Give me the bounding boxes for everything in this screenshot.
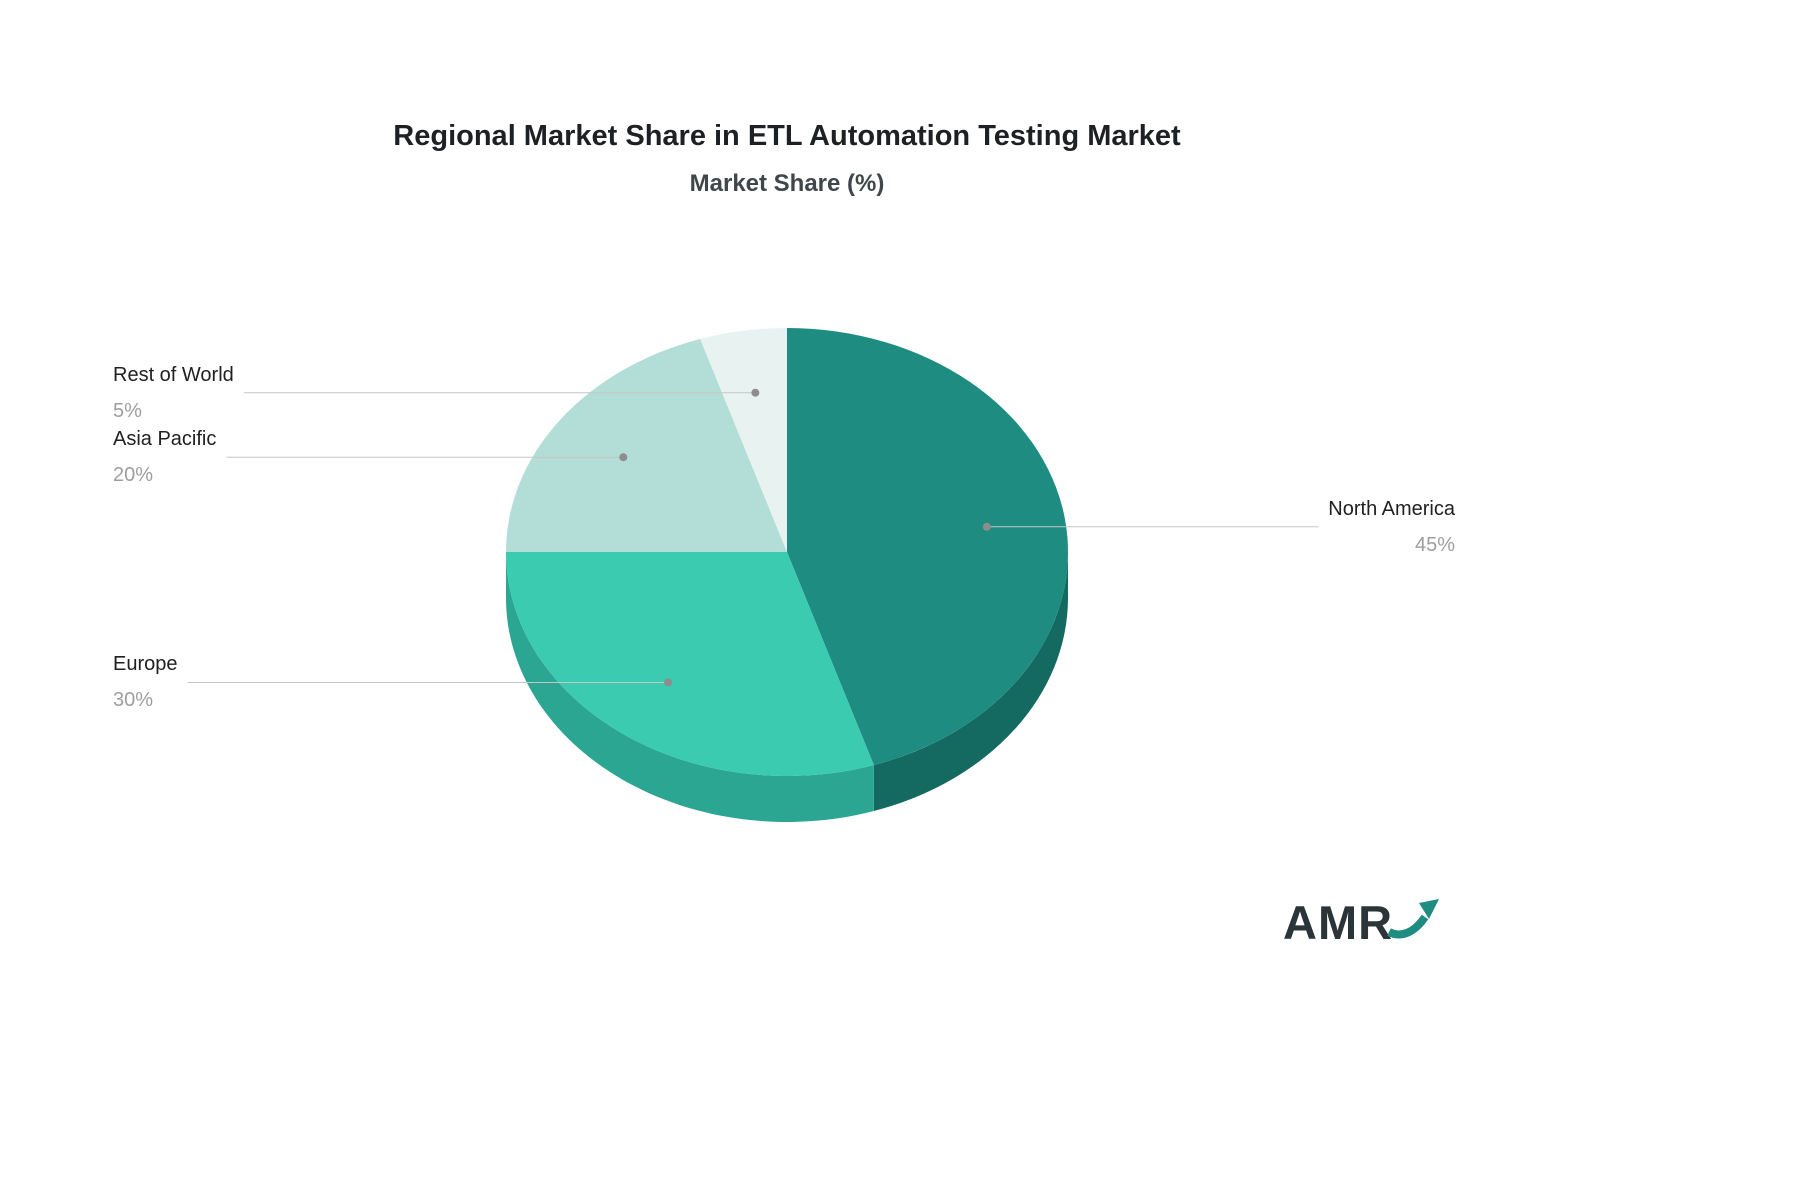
leader-dot-north-america (982, 522, 991, 531)
pie-slice-europe[interactable] (505, 552, 874, 776)
amr-logo: AMR (1283, 893, 1453, 957)
pie-slice-north-america[interactable] (787, 328, 1069, 766)
chart-subtitle: Market Share (%) (689, 170, 885, 197)
leader-dot-europe (664, 678, 673, 687)
chart-title: Regional Market Share in ETL Automation … (393, 120, 1181, 152)
pie-slice-side-north-america (873, 552, 1068, 812)
pie-slice-rest-of-world[interactable] (700, 328, 787, 552)
growth-arrow-icon (1387, 899, 1439, 939)
leader-dot-rest-of-world (751, 388, 760, 397)
pie-slice-side-europe (505, 552, 874, 822)
leader-dot-asia-pacific (619, 453, 628, 462)
amr-logo-text: AMR (1283, 896, 1394, 949)
